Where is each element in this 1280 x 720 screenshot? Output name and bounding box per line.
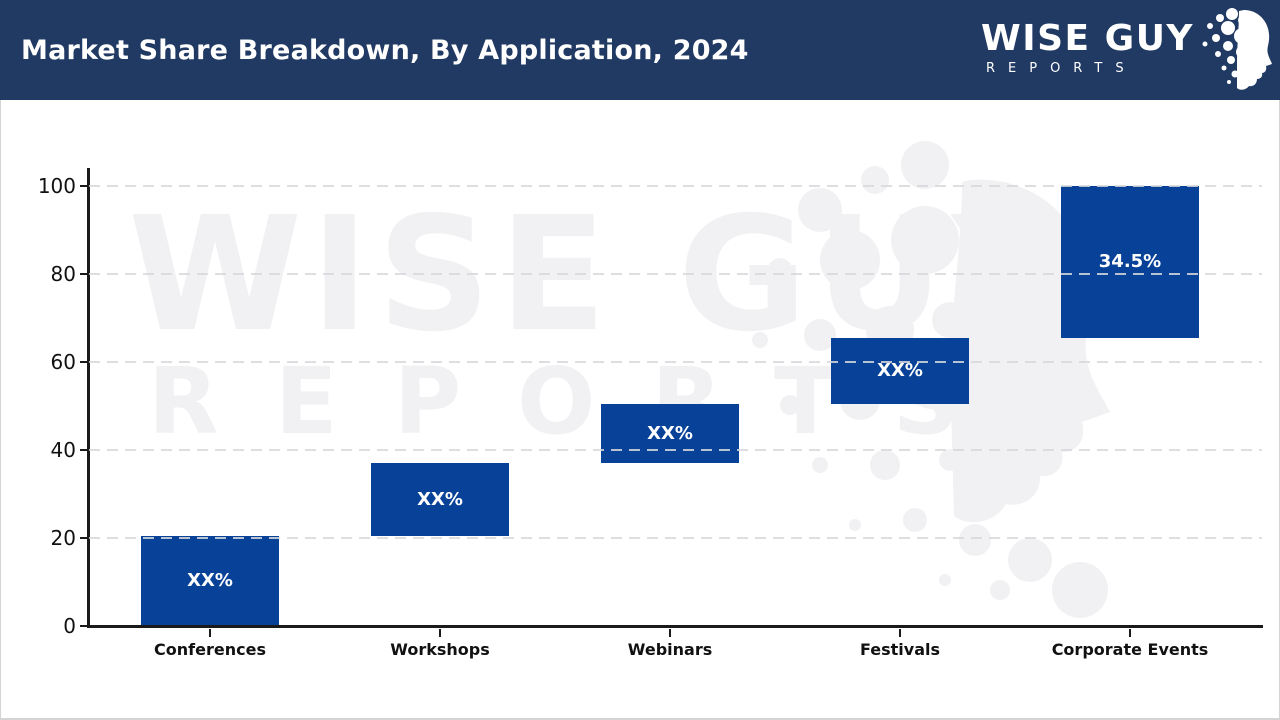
y-axis-tick-80 xyxy=(80,273,89,275)
bar-conferences: XX% xyxy=(141,535,279,626)
y-axis-tick-40 xyxy=(80,449,89,451)
x-category-label: Conferences xyxy=(154,640,266,659)
gridline-40 xyxy=(89,449,1262,451)
y-axis-tick-label: 60 xyxy=(50,350,76,374)
logo-text: WISE GUY REPORTS xyxy=(981,20,1194,76)
x-category-label: Webinars xyxy=(627,640,713,659)
bar-value-label: XX% xyxy=(187,570,233,592)
y-axis-tick-label: 20 xyxy=(50,526,76,550)
y-axis-tick-label: 80 xyxy=(50,262,76,286)
x-axis-tick-3 xyxy=(899,629,901,637)
bar-corporate-events: 34.5% xyxy=(1061,186,1199,338)
logo-brand-name: WISE GUY xyxy=(980,18,1194,60)
y-axis-tick-label: 0 xyxy=(63,614,76,638)
bar-workshops: XX% xyxy=(371,463,509,536)
bar-value-label: XX% xyxy=(877,360,923,382)
y-axis-tick-0 xyxy=(80,625,89,627)
bar-value-label: XX% xyxy=(417,488,463,510)
watermark-reports: REPORTS xyxy=(148,348,1016,455)
x-category-label: Workshops xyxy=(390,640,490,659)
x-axis-tick-1 xyxy=(439,629,441,637)
x-axis-tick-0 xyxy=(209,629,211,637)
bar-value-label: 34.5% xyxy=(1098,251,1162,273)
y-axis-tick-100 xyxy=(80,185,89,187)
y-axis-tick-20 xyxy=(80,537,89,539)
wise-guy-reports-logo: WISE GUY REPORTS xyxy=(981,6,1272,90)
bar-value-label: XX% xyxy=(647,422,693,444)
y-axis-tick-60 xyxy=(80,361,89,363)
gridline-60 xyxy=(89,361,1262,363)
x-axis-tick-2 xyxy=(669,629,671,637)
gridline-20 xyxy=(89,537,1262,539)
x-category-label: Corporate Events xyxy=(1051,640,1209,659)
gridline-100 xyxy=(89,185,1262,187)
x-axis-tick-4 xyxy=(1129,629,1131,637)
y-axis-tick-label: 40 xyxy=(50,438,76,462)
logo-brand-subtitle: REPORTS xyxy=(985,60,1137,76)
y-axis-tick-label: 100 xyxy=(37,174,76,198)
header-bar: Market Share Breakdown, By Application, … xyxy=(0,0,1280,100)
y-axis-line xyxy=(87,168,90,627)
bar-webinars: XX% xyxy=(601,403,739,464)
bar-festivals: XX% xyxy=(831,337,969,404)
x-category-label: Festivals xyxy=(859,640,941,659)
logo-head-profile-icon xyxy=(1202,8,1272,90)
x-axis-line xyxy=(87,625,1263,628)
gridline-80 xyxy=(89,273,1262,275)
page-title: Market Share Breakdown, By Application, … xyxy=(21,34,749,66)
